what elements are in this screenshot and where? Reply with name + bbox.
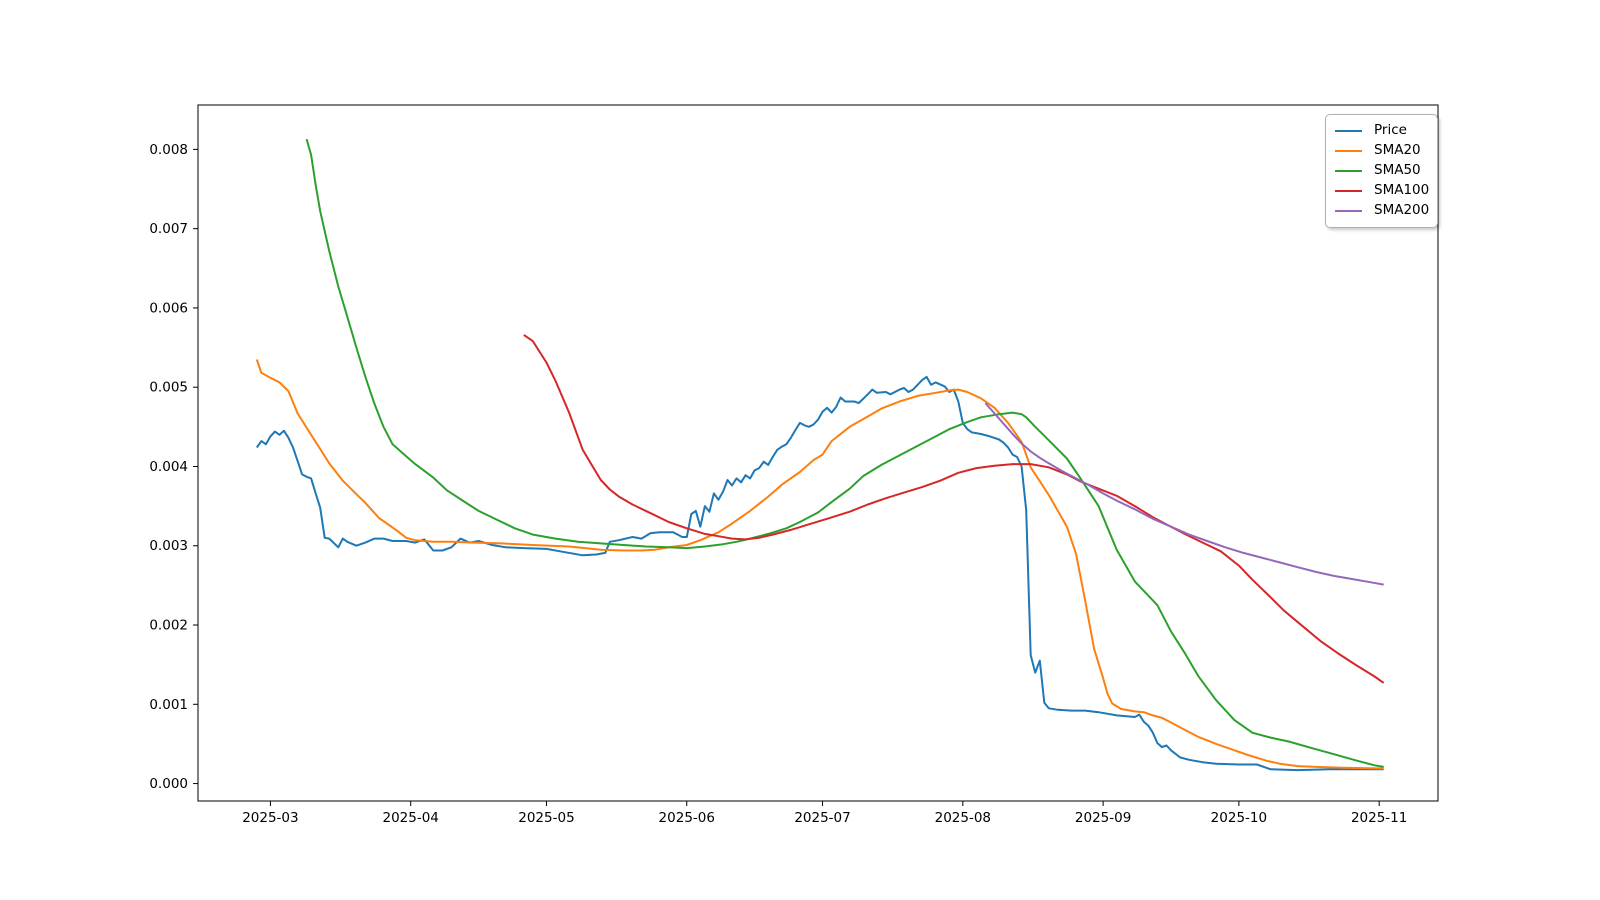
legend-swatch-price: [1335, 130, 1362, 132]
series-line-price: [255, 375, 1384, 772]
legend-item-sma20: SMA20: [1335, 142, 1428, 160]
series-line-sma200: [984, 402, 1384, 586]
x-tick-label: 2025-07: [794, 810, 850, 826]
legend-label-sma20: SMA20: [1374, 142, 1421, 159]
legend-label-sma50: SMA50: [1374, 162, 1421, 179]
x-tick-label: 2025-04: [382, 810, 438, 826]
y-tick-label: 0.008: [149, 142, 188, 158]
x-tick-label: 2025-09: [1075, 810, 1131, 826]
series-line-sma20: [255, 359, 1384, 770]
legend-item-sma100: SMA100: [1335, 182, 1430, 200]
x-tick-label: 2025-03: [242, 810, 298, 826]
legend-swatch-sma100: [1335, 190, 1362, 192]
legend-swatch-sma200: [1335, 210, 1362, 212]
legend-label-sma200: SMA200: [1374, 202, 1430, 219]
x-tick-label: 2025-10: [1211, 810, 1267, 826]
y-tick-label: 0.006: [149, 300, 188, 316]
series-line-sma50: [305, 138, 1384, 768]
legend-swatch-sma50: [1335, 170, 1362, 172]
y-tick-label: 0.004: [149, 459, 188, 475]
x-tick-label: 2025-05: [518, 810, 574, 826]
y-tick-label: 0.005: [149, 380, 188, 396]
series-line-sma100: [523, 334, 1385, 684]
legend-label-price: Price: [1374, 122, 1407, 139]
x-tick-label: 2025-11: [1351, 810, 1407, 826]
x-tick-label: 2025-08: [935, 810, 991, 826]
y-tick-label: 0.002: [149, 618, 188, 634]
legend: Price SMA20 SMA50 SMA100 SMA200: [1325, 114, 1438, 228]
legend-swatch-sma20: [1335, 150, 1362, 152]
axes-frame: [197, 104, 1439, 802]
y-tick-label: 0.003: [149, 538, 188, 554]
legend-item-sma200: SMA200: [1335, 202, 1430, 220]
y-tick-label: 0.007: [149, 221, 188, 237]
y-tick-label: 0.001: [149, 697, 188, 713]
legend-item-price: Price: [1335, 122, 1428, 140]
legend-label-sma100: SMA100: [1374, 182, 1430, 199]
legend-item-sma50: SMA50: [1335, 162, 1428, 180]
y-tick-label: 0.000: [149, 776, 188, 792]
x-tick-label: 2025-06: [659, 810, 715, 826]
